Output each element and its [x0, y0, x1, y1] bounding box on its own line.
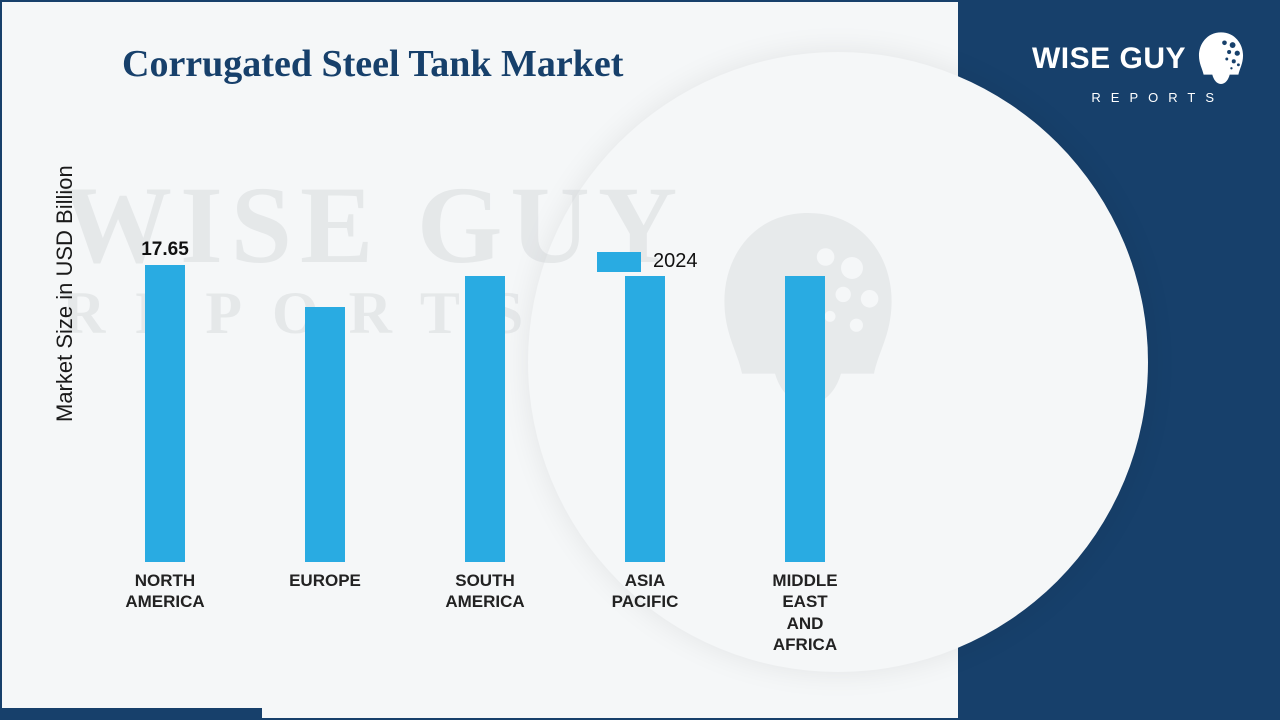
chart-area: Market Size in USD Billion 2024 17.65NOR…: [67, 132, 947, 692]
canvas: WISE GUY REPORTS WISE GUY REPORTS: [0, 0, 1280, 720]
bar-value-label: 17.65: [141, 239, 189, 261]
bar: 17.65NORTHAMERICA: [145, 265, 185, 562]
x-axis-label: NORTHAMERICA: [95, 570, 235, 613]
x-axis-label: MIDDLEEASTANDAFRICA: [735, 570, 875, 655]
bar: SOUTHAMERICA: [465, 276, 505, 562]
x-axis-label: EUROPE: [255, 570, 395, 591]
bar-group: ASIAPACIFIC: [625, 276, 665, 562]
logo-text-sub: REPORTS: [1032, 90, 1250, 105]
bar: EUROPE: [305, 307, 345, 562]
bar-group: EUROPE: [305, 307, 345, 562]
bar-group: SOUTHAMERICA: [465, 276, 505, 562]
x-axis-label: ASIAPACIFIC: [575, 570, 715, 613]
bar-group: MIDDLEEASTANDAFRICA: [785, 276, 825, 562]
bar: ASIAPACIFIC: [625, 276, 665, 562]
x-axis-label: SOUTHAMERICA: [415, 570, 555, 613]
logo-text-main: WISE GUY: [1032, 42, 1186, 76]
brand-logo: WISE GUY REPORTS: [1032, 30, 1250, 105]
bar: MIDDLEEASTANDAFRICA: [785, 276, 825, 562]
bottom-accent: [2, 708, 262, 718]
logo-head-icon: [1192, 30, 1250, 88]
plot-region: 17.65NORTHAMERICA EUROPE SOUTHAMERICA ASIAP…: [125, 142, 935, 562]
y-axis-label: Market Size in USD Billion: [52, 165, 78, 422]
chart-title: Corrugated Steel Tank Market: [122, 42, 623, 86]
bar-group: 17.65NORTHAMERICA: [145, 265, 185, 562]
